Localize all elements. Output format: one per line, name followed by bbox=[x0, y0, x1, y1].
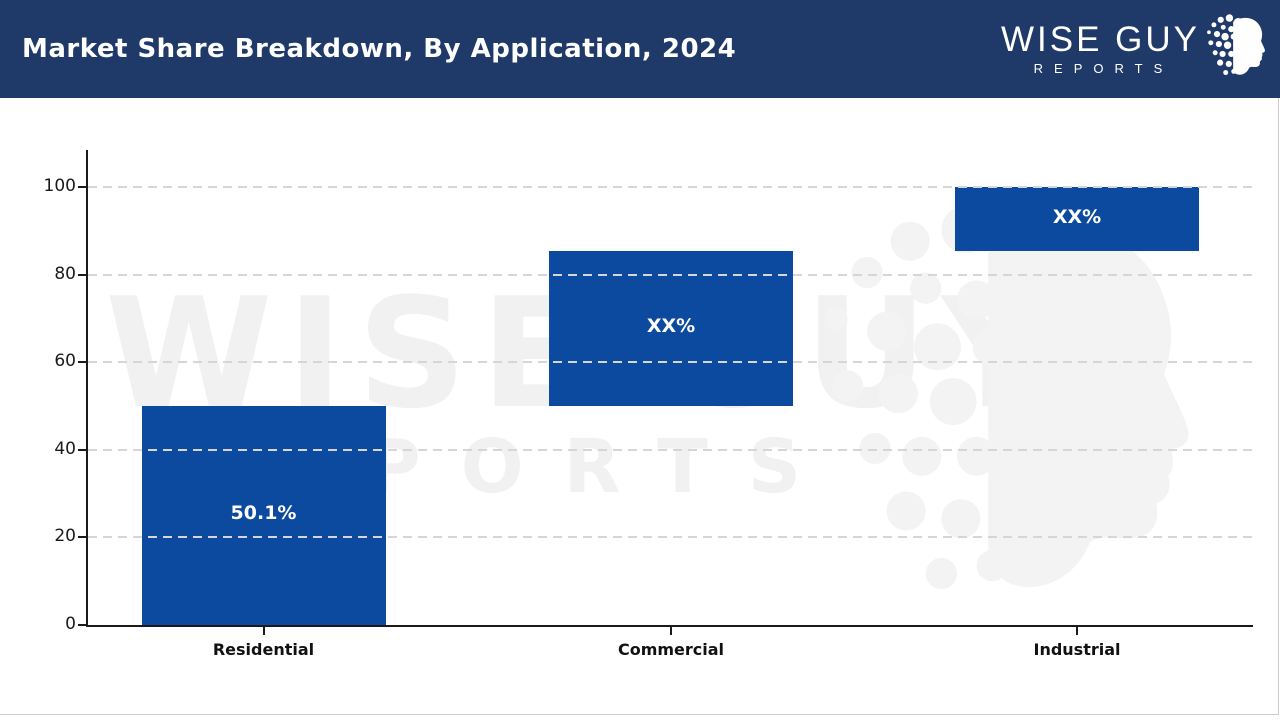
bar-commercial bbox=[549, 250, 793, 406]
x-tick-mark-industrial bbox=[1076, 627, 1078, 635]
y-tick-mark-60 bbox=[78, 361, 87, 364]
x-category-label-commercial: Commercial bbox=[617, 640, 725, 659]
watermark-face-profile-icon bbox=[824, 210, 1189, 590]
bar-value-label-commercial: XX% bbox=[646, 315, 696, 338]
brand-name: WISE GUY bbox=[1000, 20, 1200, 59]
y-tick-mark-80 bbox=[78, 273, 87, 276]
bar-value-label-residential: 50.1% bbox=[230, 502, 297, 525]
y-tick-label-0: 0 bbox=[65, 614, 76, 634]
chart-title: Market Share Breakdown, By Application, … bbox=[22, 34, 737, 64]
x-tick-mark-residential bbox=[262, 627, 265, 635]
gridline-y-20 bbox=[88, 536, 1253, 539]
y-tick-mark-40 bbox=[78, 448, 87, 451]
bar-industrial bbox=[955, 187, 1199, 251]
brand-logo-text: WISE GUY REPORTS bbox=[1001, 22, 1200, 76]
gridline-y-40 bbox=[88, 448, 1253, 451]
y-tick-mark-0 bbox=[78, 624, 87, 626]
x-axis-spine bbox=[86, 625, 1253, 627]
brand-logo: WISE GUY REPORTS bbox=[1001, 7, 1266, 91]
gridline-y-80 bbox=[88, 273, 1253, 276]
gridline-y-60 bbox=[88, 361, 1253, 364]
y-tick-mark-20 bbox=[78, 536, 87, 539]
gridline-y-100 bbox=[88, 186, 1253, 188]
x-category-label-industrial: Industrial bbox=[1033, 640, 1121, 659]
x-tick-mark-commercial bbox=[670, 627, 672, 635]
x-category-label-residential: Residential bbox=[212, 640, 315, 659]
header-bar: Market Share Breakdown, By Application, … bbox=[0, 0, 1280, 98]
y-tick-label-40: 40 bbox=[54, 438, 76, 459]
y-tick-label-60: 60 bbox=[54, 351, 76, 372]
brand-subname: REPORTS bbox=[1033, 61, 1174, 76]
bar-residential bbox=[141, 405, 386, 625]
y-tick-mark-100 bbox=[78, 186, 87, 188]
y-axis-spine bbox=[86, 150, 88, 627]
face-profile-dots-icon bbox=[1207, 14, 1265, 76]
bar-value-label-industrial: XX% bbox=[1052, 205, 1102, 228]
y-tick-label-100: 100 bbox=[43, 176, 76, 196]
y-tick-label-80: 80 bbox=[54, 263, 76, 284]
y-tick-label-20: 20 bbox=[54, 526, 76, 547]
